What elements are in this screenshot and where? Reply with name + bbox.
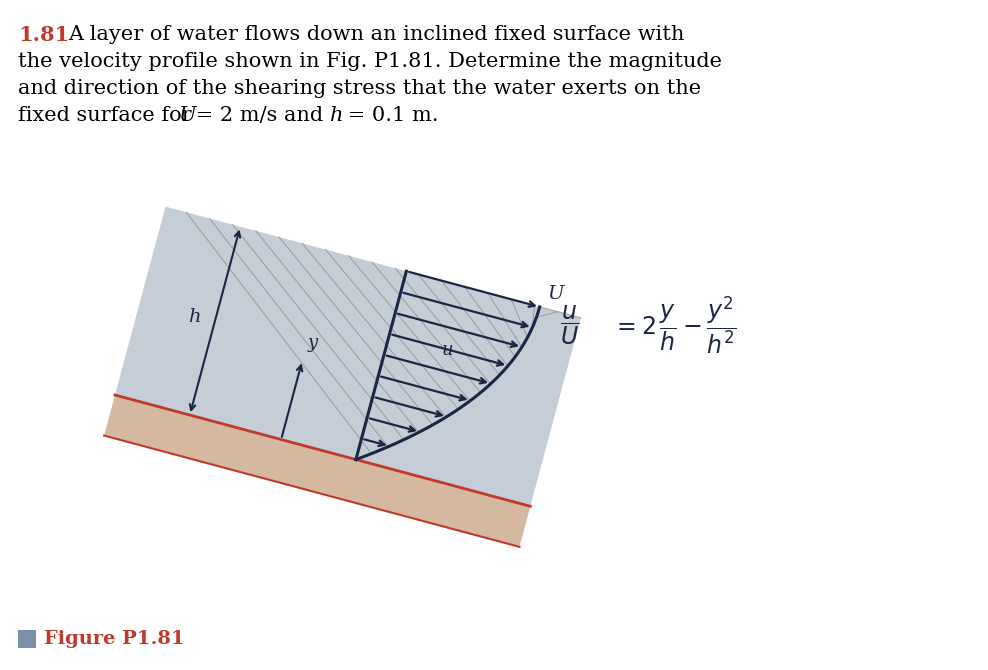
Text: U: U (178, 106, 196, 125)
Text: 1.81: 1.81 (18, 25, 69, 45)
Text: U: U (546, 285, 563, 303)
Text: = 0.1 m.: = 0.1 m. (341, 106, 439, 125)
Text: $\dfrac{u}{U}$: $\dfrac{u}{U}$ (560, 304, 579, 346)
Text: = 2 m/s and: = 2 m/s and (189, 106, 330, 125)
Text: and direction of the shearing stress that the water exerts on the: and direction of the shearing stress tha… (18, 79, 701, 98)
Bar (18, 630, 36, 648)
Text: A layer of water flows down an inclined fixed surface with: A layer of water flows down an inclined … (68, 25, 685, 44)
Text: fixed surface for: fixed surface for (18, 106, 199, 125)
Text: Figure P1.81: Figure P1.81 (44, 630, 185, 648)
Text: h: h (189, 308, 201, 326)
Text: the velocity profile shown in Fig. P1.81. Determine the magnitude: the velocity profile shown in Fig. P1.81… (18, 52, 722, 71)
Text: u: u (442, 342, 453, 360)
Polygon shape (115, 206, 581, 507)
Text: h: h (330, 106, 344, 125)
Text: $= 2\,\dfrac{y}{h} - \dfrac{y^2}{h^2}$: $= 2\,\dfrac{y}{h} - \dfrac{y^2}{h^2}$ (612, 294, 737, 356)
Text: y: y (307, 334, 317, 352)
Polygon shape (104, 395, 531, 547)
